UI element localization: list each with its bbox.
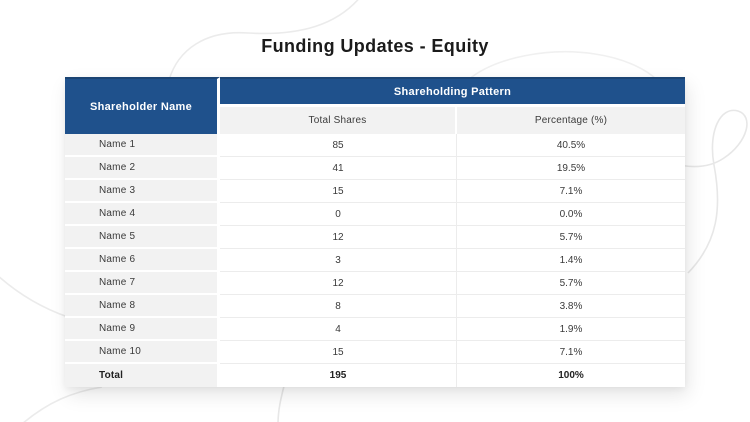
percentage-cell: 19.5% bbox=[457, 157, 685, 180]
table-row: Name 3 15 7.1% bbox=[65, 180, 685, 203]
shareholder-name-cell: Name 4 bbox=[65, 203, 220, 226]
total-shares-cell: 15 bbox=[220, 341, 457, 364]
table-row: Name 10 15 7.1% bbox=[65, 341, 685, 364]
percentage-cell: 0.0% bbox=[457, 203, 685, 226]
total-shares-cell: 8 bbox=[220, 295, 457, 318]
table-row: Name 7 12 5.7% bbox=[65, 272, 685, 295]
total-shares-cell: 12 bbox=[220, 272, 457, 295]
table-row: Name 4 0 0.0% bbox=[65, 203, 685, 226]
total-shares-cell: 3 bbox=[220, 249, 457, 272]
total-shares-header: Total Shares bbox=[220, 107, 457, 134]
shareholder-name-header: Shareholder Name bbox=[65, 77, 220, 134]
percentage-cell: 1.9% bbox=[457, 318, 685, 341]
percentage-cell: 40.5% bbox=[457, 134, 685, 157]
table-row: Name 9 4 1.9% bbox=[65, 318, 685, 341]
total-shares-cell: 4 bbox=[220, 318, 457, 341]
shareholder-name-cell: Total bbox=[65, 364, 220, 387]
page-title: Funding Updates - Equity bbox=[261, 36, 489, 56]
table-body: Name 1 85 40.5% Name 2 41 19.5% Name 3 15 7.1% Na… bbox=[65, 134, 685, 387]
table-row: Name 5 12 5.7% bbox=[65, 226, 685, 249]
shareholder-name-cell: Name 10 bbox=[65, 341, 220, 364]
percentage-cell: 100% bbox=[457, 364, 685, 387]
percentage-cell: 5.7% bbox=[457, 226, 685, 249]
total-shares-cell: 195 bbox=[220, 364, 457, 387]
table-row-total: Total 195 100% bbox=[65, 364, 685, 387]
total-shares-cell: 0 bbox=[220, 203, 457, 226]
percentage-cell: 3.8% bbox=[457, 295, 685, 318]
shareholding-pattern-header-group: Shareholding Pattern Total Shares Percen… bbox=[220, 77, 685, 134]
shareholder-name-cell: Name 7 bbox=[65, 272, 220, 295]
percentage-header: Percentage (%) bbox=[457, 107, 685, 134]
table-row: Name 8 8 3.8% bbox=[65, 295, 685, 318]
percentage-cell: 5.7% bbox=[457, 272, 685, 295]
percentage-cell: 7.1% bbox=[457, 341, 685, 364]
shareholding-pattern-header: Shareholding Pattern bbox=[220, 77, 685, 104]
table-row: Name 1 85 40.5% bbox=[65, 134, 685, 157]
shareholder-name-cell: Name 3 bbox=[65, 180, 220, 203]
percentage-cell: 7.1% bbox=[457, 180, 685, 203]
shareholder-name-cell: Name 2 bbox=[65, 157, 220, 180]
shareholder-name-cell: Name 1 bbox=[65, 134, 220, 157]
percentage-cell: 1.4% bbox=[457, 249, 685, 272]
shareholder-name-cell: Name 5 bbox=[65, 226, 220, 249]
total-shares-cell: 85 bbox=[220, 134, 457, 157]
sub-header-row: Total Shares Percentage (%) bbox=[220, 107, 685, 134]
table-row: Name 6 3 1.4% bbox=[65, 249, 685, 272]
shareholder-name-cell: Name 6 bbox=[65, 249, 220, 272]
total-shares-cell: 41 bbox=[220, 157, 457, 180]
shareholding-table: Shareholder Name Shareholding Pattern To… bbox=[65, 77, 685, 387]
total-shares-cell: 15 bbox=[220, 180, 457, 203]
shareholder-name-cell: Name 8 bbox=[65, 295, 220, 318]
table-row: Name 2 41 19.5% bbox=[65, 157, 685, 180]
shareholder-name-cell: Name 9 bbox=[65, 318, 220, 341]
total-shares-cell: 12 bbox=[220, 226, 457, 249]
